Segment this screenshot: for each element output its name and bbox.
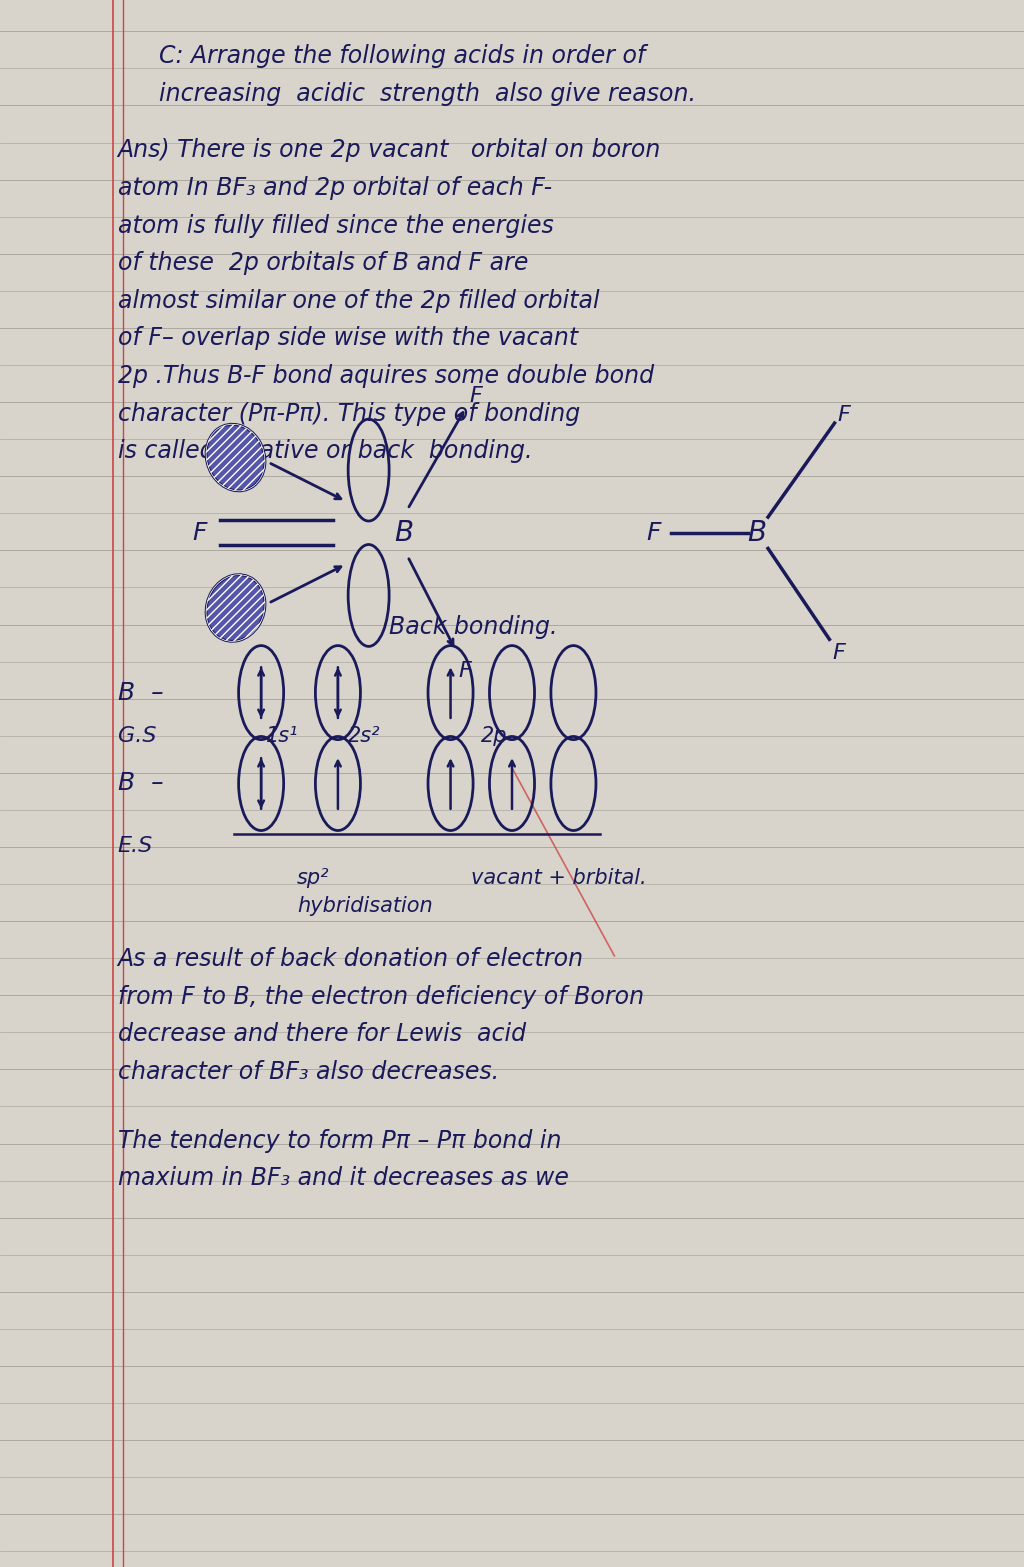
Text: F: F [193, 520, 207, 545]
Text: sp²: sp² [297, 868, 330, 887]
Text: atom In BF₃ and 2p orbital of each F-: atom In BF₃ and 2p orbital of each F- [118, 176, 552, 201]
Text: F: F [469, 387, 481, 406]
Text: B  –: B – [118, 680, 164, 705]
Text: character of BF₃ also decreases.: character of BF₃ also decreases. [118, 1059, 499, 1084]
Text: atom is fully filled since the energies: atom is fully filled since the energies [118, 213, 554, 238]
Text: B: B [394, 519, 414, 547]
Text: G.S: G.S [118, 727, 157, 746]
Text: E.S: E.S [118, 837, 153, 856]
Text: is called    dative or back  bonding.: is called dative or back bonding. [118, 439, 532, 464]
Text: of F– overlap side wise with the vacant: of F– overlap side wise with the vacant [118, 326, 578, 351]
Text: 2p .Thus B-F bond aquires some double bond: 2p .Thus B-F bond aquires some double bo… [118, 364, 654, 389]
Text: F: F [459, 661, 471, 680]
Text: B: B [748, 519, 767, 547]
Text: B  –: B – [118, 771, 164, 796]
Text: F: F [838, 406, 850, 425]
Ellipse shape [206, 575, 265, 641]
Text: 1s¹: 1s¹ [266, 727, 299, 746]
Text: F: F [646, 520, 660, 545]
Text: F: F [833, 644, 845, 663]
Text: Back bonding.: Back bonding. [389, 614, 558, 639]
Text: character (Pπ-Pπ). This type of bonding: character (Pπ-Pπ). This type of bonding [118, 401, 580, 426]
Text: of these  2p orbitals of B and F are: of these 2p orbitals of B and F are [118, 251, 528, 276]
Text: The tendency to form Pπ – Pπ bond in: The tendency to form Pπ – Pπ bond in [118, 1128, 561, 1153]
Text: Ans) There is one 2p vacant   orbital on boron: Ans) There is one 2p vacant orbital on b… [118, 138, 662, 163]
Ellipse shape [206, 425, 265, 490]
Text: 2p: 2p [481, 727, 508, 746]
Text: from F to B, the electron deficiency of Boron: from F to B, the electron deficiency of … [118, 984, 644, 1009]
Text: almost similar one of the 2p filled orbital: almost similar one of the 2p filled orbi… [118, 288, 599, 313]
Text: maxium in BF₃ and it decreases as we: maxium in BF₃ and it decreases as we [118, 1166, 568, 1191]
Text: hybridisation: hybridisation [297, 896, 433, 915]
Text: vacant + brbital.: vacant + brbital. [471, 868, 647, 887]
Text: decrease and there for Lewis  acid: decrease and there for Lewis acid [118, 1022, 526, 1047]
Text: As a result of back donation of electron: As a result of back donation of electron [118, 946, 584, 972]
Text: 2s²: 2s² [348, 727, 381, 746]
Text: increasing  acidic  strength  also give reason.: increasing acidic strength also give rea… [159, 81, 695, 107]
Text: C: Arrange the following acids in order of: C: Arrange the following acids in order … [159, 44, 645, 69]
